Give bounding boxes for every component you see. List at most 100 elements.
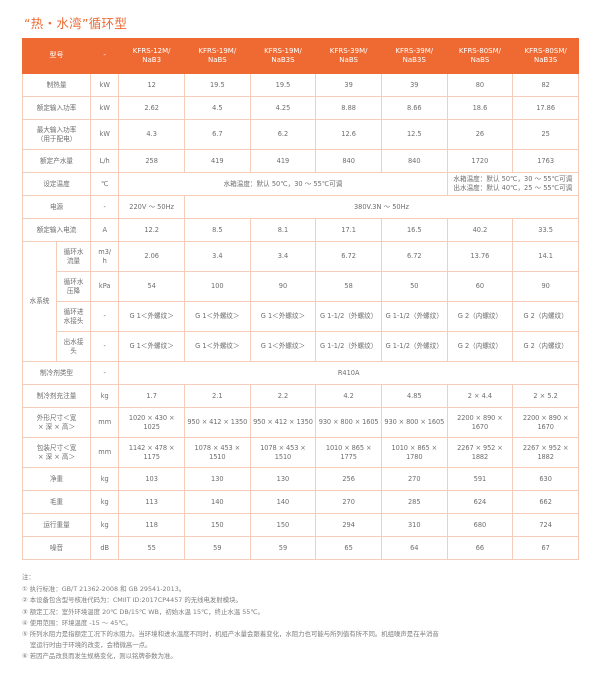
row-value: G 1＜外螺纹＞: [249, 331, 317, 362]
row-value: 33.5: [512, 218, 579, 242]
row-value: 3.4: [183, 241, 251, 272]
row-value: 67: [512, 536, 579, 560]
row-value: 12.5: [380, 119, 448, 150]
row-unit: mm: [90, 437, 120, 468]
row-value: 591: [446, 467, 514, 491]
row-unit: kg: [90, 490, 120, 514]
row-value: 13.76: [446, 241, 514, 272]
row-value: 64: [380, 536, 448, 560]
row-label: 循环水 压降: [56, 271, 92, 302]
row-value: 150: [249, 513, 317, 537]
row-value: 1078 × 453 × 1510: [183, 437, 251, 468]
footnote-item: ① 执行标准：GB/T 21362-2008 和 GB 29541-2013。: [22, 585, 186, 594]
row-value: G 1-1/2（外螺纹）: [380, 301, 448, 332]
header-model-2: KFRS-19M/NaB3S: [249, 38, 317, 74]
row-value: G 1＜外螺纹＞: [183, 301, 251, 332]
row-value: 930 × 800 × 1605: [315, 407, 382, 438]
table-row: 额定输入功率 kW 2.62 4.5 4.25 8.88 8.66 18.6 17.86: [21, 96, 579, 120]
row-value: 1020 × 430 × 1025: [118, 407, 185, 438]
row-unit: ℃: [90, 172, 120, 196]
table-row: 额定输入电流 A 12.2 8.5 8.1 17.1 16.5 40.2 33.5: [21, 218, 579, 242]
row-value: 2 × 5.2: [512, 384, 579, 408]
row-value: 19.5: [249, 73, 317, 97]
row-value-merged: 水箱温度：默认 50℃，30 ～ 55℃可调: [118, 172, 448, 196]
row-label: 额定输入电流: [21, 218, 92, 242]
row-label: 额定输入功率: [21, 96, 92, 120]
row-value: 12.6: [315, 119, 382, 150]
row-label: 毛重: [21, 490, 92, 514]
row-value: 310: [380, 513, 448, 537]
row-value: 1010 × 865 × 1775: [315, 437, 382, 468]
row-value: 6.72: [315, 241, 382, 272]
row-label: 循环进 水接头: [56, 301, 92, 332]
table-row: 设定温度 ℃ 水箱温度：默认 50℃，30 ～ 55℃可调 水箱温度：默认 50℃，3…: [21, 172, 580, 196]
row-value: 2200 × 890 × 1670: [512, 407, 579, 438]
row-label: 额定产水量: [21, 149, 92, 173]
row-unit: -: [90, 361, 120, 385]
row-value: 2267 × 952 × 1882: [512, 437, 579, 468]
table-row: 水系统 循环水 流量 m3/h 2.06 3.4 3.4 6.72 6.72 13.76 14.1: [21, 241, 579, 362]
row-label: 制热量: [21, 73, 92, 97]
row-label: 包装尺寸＜宽 × 深 × 高＞: [21, 437, 92, 468]
row-value: 103: [118, 467, 185, 491]
row-group-label: 水系统: [21, 241, 58, 362]
row-value: 4.3: [118, 119, 185, 150]
row-unit: kW: [90, 96, 120, 120]
header-model-6: KFRS-80SM/NaB3S: [512, 38, 579, 74]
row-value: G 2（内螺纹）: [512, 331, 579, 362]
table-row: 电源 -220V ～ 50Hz 380V.3N ～ 50Hz: [21, 195, 580, 219]
row-unit: kPa: [90, 271, 120, 302]
footnotes: 注： ① 执行标准：GB/T 21362-2008 和 GB 29541-201…: [22, 572, 578, 663]
row-value: 140: [183, 490, 251, 514]
row-value: 950 × 412 × 1350: [183, 407, 251, 438]
row-value: 1.7: [118, 384, 185, 408]
row-value: 90: [512, 271, 579, 302]
row-label: 制冷剂充注量: [21, 384, 92, 408]
row-value: 4.25: [249, 96, 317, 120]
row-value: 270: [315, 490, 382, 514]
header-model-3: KFRS-39M/NaBS: [315, 38, 382, 74]
table-row: 包装尺寸＜宽 × 深 × 高＞ mm 1142 × 478 × 1175 1078 × …: [21, 437, 579, 468]
row-value: 4.2: [315, 384, 382, 408]
row-value: 285: [380, 490, 448, 514]
row-label: 运行重量: [21, 513, 92, 537]
row-unit: A: [90, 218, 120, 242]
row-unit: kg: [90, 384, 120, 408]
table-row: 噪音 dB 55 59 59 65 64 66 67: [21, 536, 579, 560]
row-value: 12.2: [118, 218, 185, 242]
row-value: G 2（内螺纹）: [446, 331, 514, 362]
row-value: 4.5: [183, 96, 251, 120]
row-value: 80: [446, 73, 514, 97]
row-label: 设定温度: [21, 172, 92, 196]
table-row: 运行重量 kg 118 150 150 294 310 680 724: [21, 513, 579, 537]
row-value: 930 × 800 × 1605: [380, 407, 448, 438]
row-value: 6.72: [380, 241, 448, 272]
row-value: 60: [446, 271, 514, 302]
table-row: 净重 kg 103 130 130 256 270 591 630: [21, 467, 579, 491]
row-value: G 1-1/2（外螺纹）: [380, 331, 448, 362]
row-value: G 1＜外螺纹＞: [118, 331, 185, 362]
table-row: 制冷剂充注量 kg 1.7 2.1 2.2 4.2 4.85 2 × 4.4 2 × 5.2: [21, 384, 579, 408]
row-value: 19.5: [183, 73, 251, 97]
table-row: 额定产水量 L/h 258 419 419 840 840 1720 1763: [21, 149, 579, 173]
row-value: 1720: [446, 149, 514, 173]
row-value: 130: [183, 467, 251, 491]
row-value: 6.2: [249, 119, 317, 150]
row-value: 1078 × 453 × 1510: [249, 437, 317, 468]
row-value: 2.1: [183, 384, 251, 408]
page-title: “热・水湾”循环型: [24, 16, 128, 31]
row-value: 419: [183, 149, 251, 173]
row-label: 制冷剂类型: [21, 361, 92, 385]
row-value: 8.66: [380, 96, 448, 120]
row-label: 出水接头: [56, 331, 92, 362]
row-value: 2 × 4.4: [446, 384, 514, 408]
row-value: 840: [315, 149, 382, 173]
footnote-item: ② 本设备包含型号核准代码为：CMIIT ID:2017CP4457 的无线电发…: [22, 596, 242, 605]
table-row: 制冷剂类型 - R410A: [21, 361, 579, 385]
row-value: 66: [446, 536, 514, 560]
row-value: G 2（内螺纹）: [446, 301, 514, 332]
row-value: 18.6: [446, 96, 514, 120]
row-value: 140: [249, 490, 317, 514]
row-label: 电源: [21, 195, 92, 219]
header-model-4: KFRS-39M/NaB3S: [380, 38, 448, 74]
